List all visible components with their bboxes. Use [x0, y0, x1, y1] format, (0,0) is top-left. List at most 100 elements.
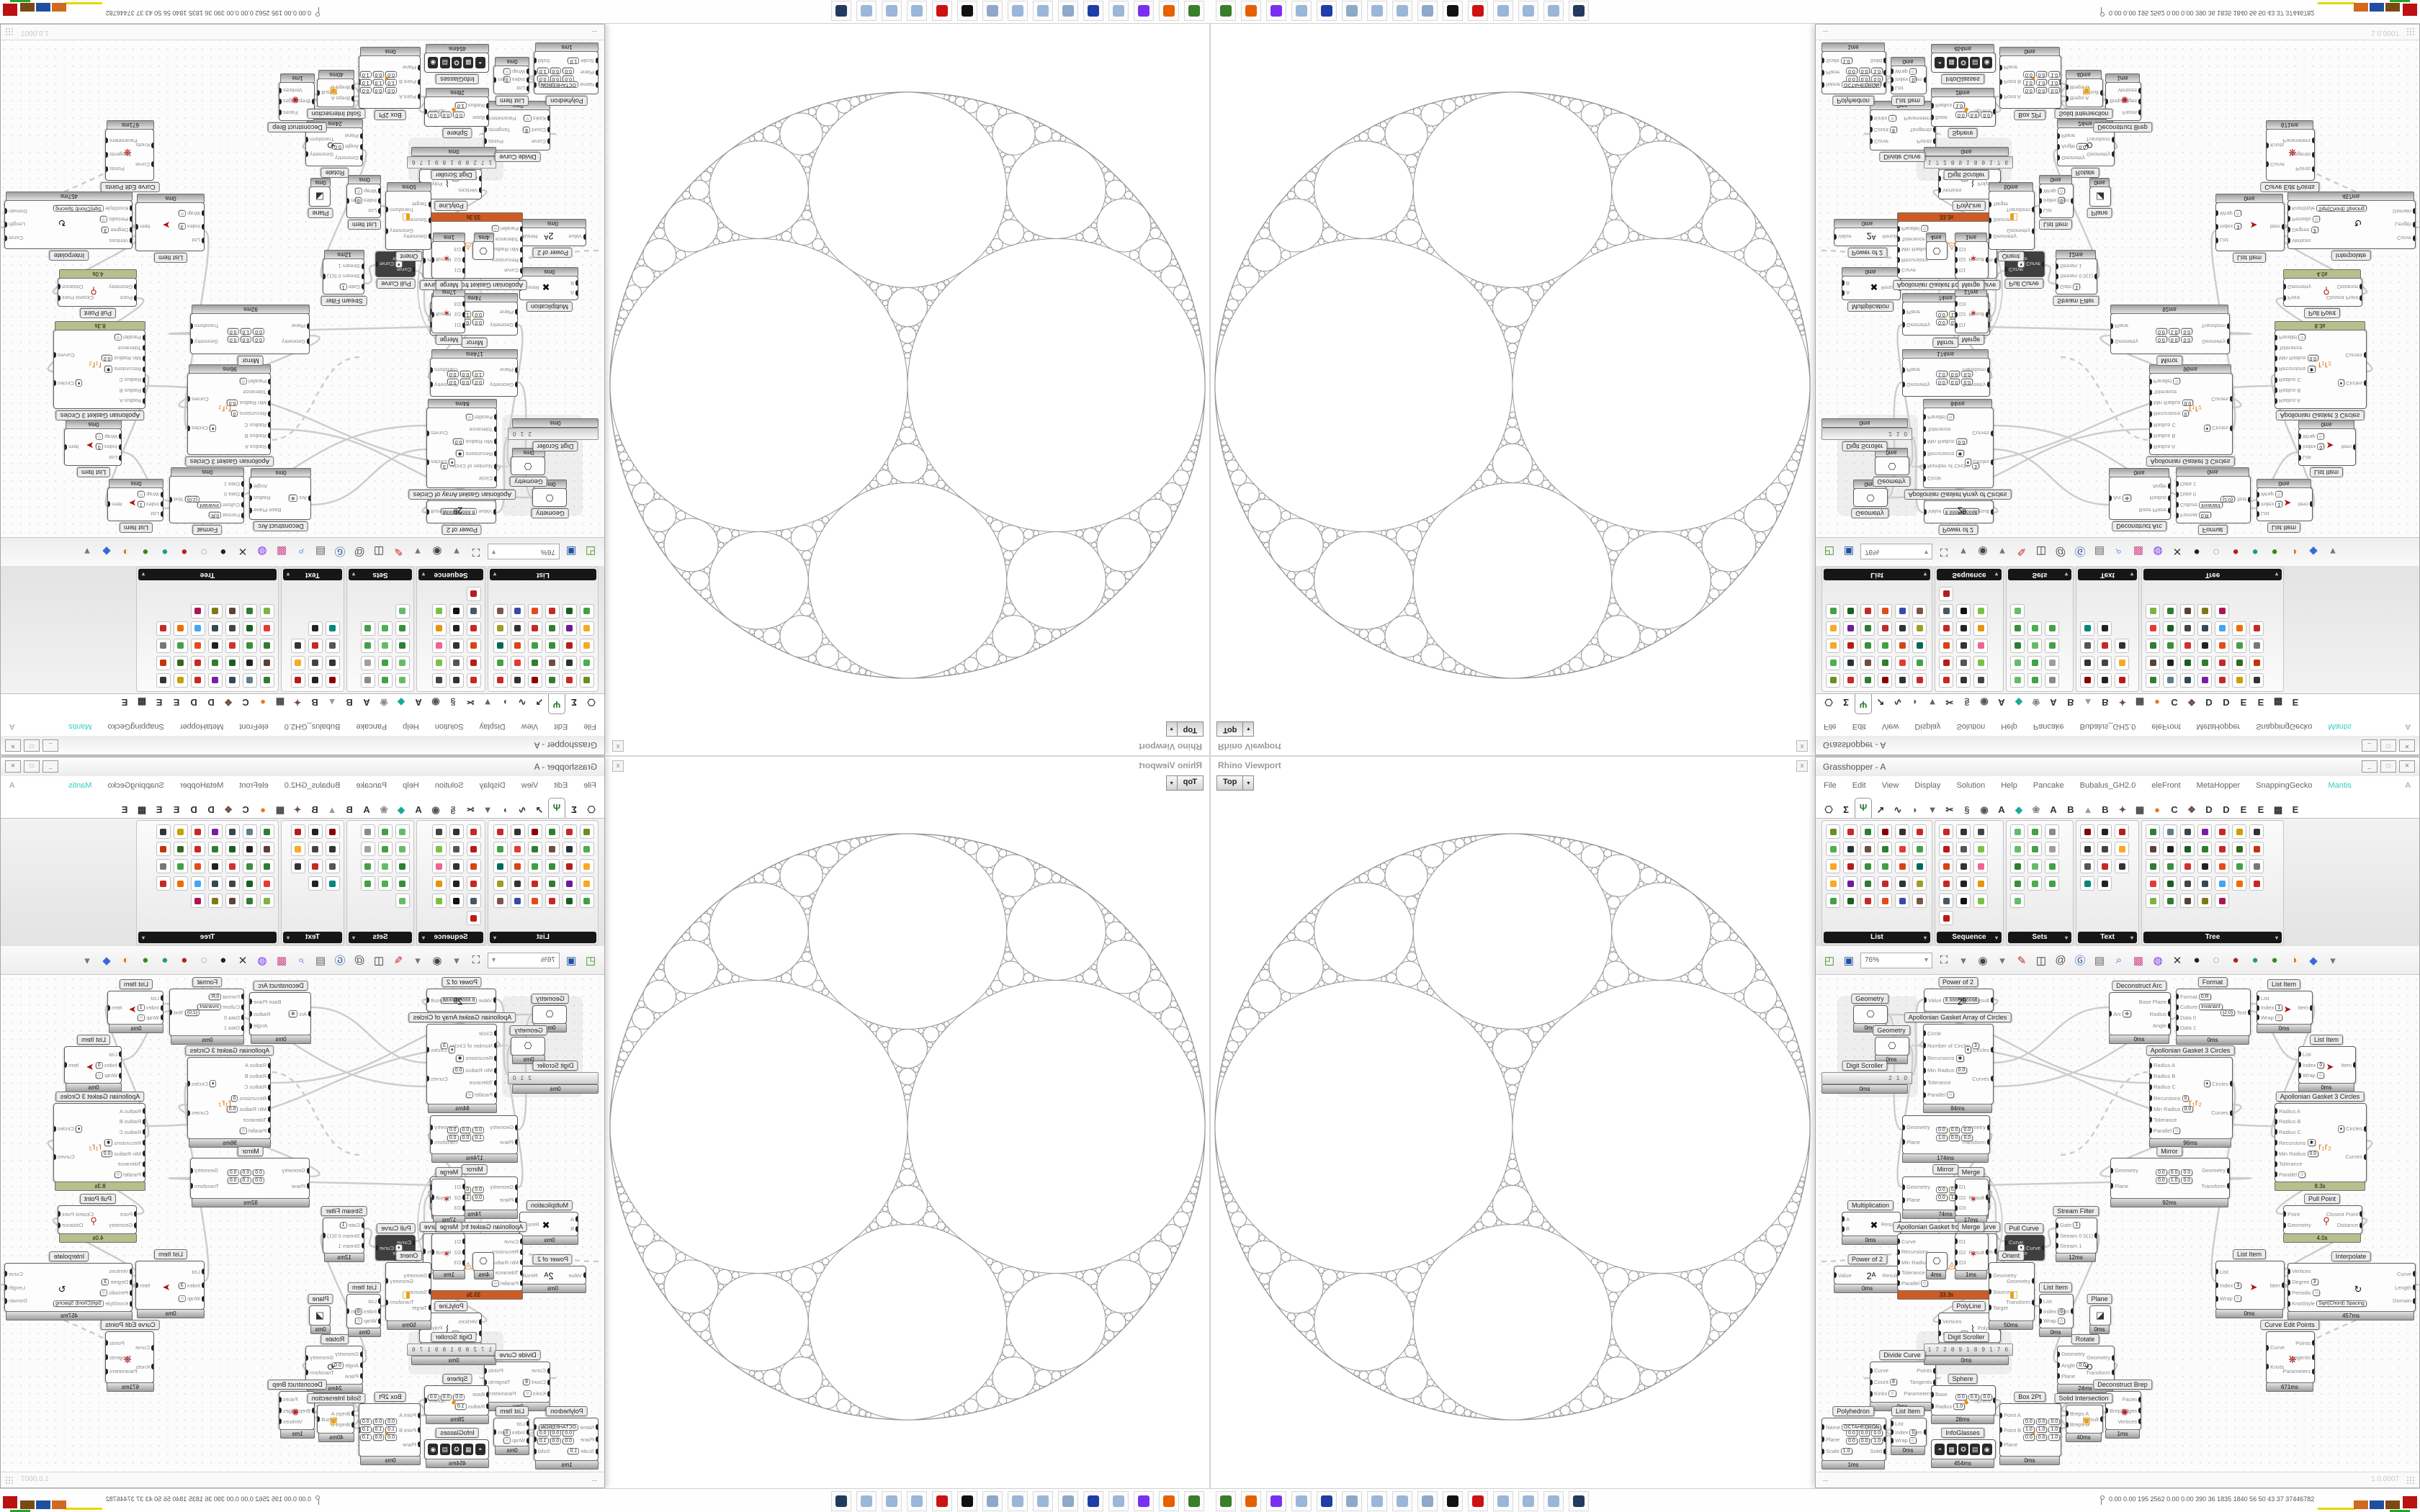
component-icon[interactable]	[2010, 673, 2025, 688]
output-port[interactable]: Item	[65, 444, 79, 451]
component-icon[interactable]	[493, 842, 508, 856]
palette-caption[interactable]: Sequence ▾	[418, 932, 483, 943]
output-port[interactable]: Item	[108, 1004, 122, 1011]
taskbar-app-icon[interactable]	[1241, 1491, 1261, 1511]
component-icon[interactable]	[2027, 673, 2042, 688]
component-icon[interactable]	[2045, 876, 2059, 891]
value-chip[interactable]: ○	[178, 210, 187, 217]
input-port[interactable]: Index 0	[95, 444, 121, 451]
component-icon[interactable]	[326, 639, 340, 653]
component-icon[interactable]	[2010, 842, 2025, 856]
component-icon[interactable]	[432, 859, 447, 873]
input-port[interactable]: Radius B	[2150, 433, 2175, 439]
input-port[interactable]: Geometry	[1903, 382, 1930, 388]
component-icon[interactable]	[191, 673, 205, 688]
value-chip[interactable]: 0.0	[563, 1430, 574, 1436]
category-tab[interactable]: ◉	[1980, 804, 1989, 815]
component-icon[interactable]	[260, 656, 274, 670]
component-icon[interactable]	[174, 639, 188, 653]
component-icon[interactable]	[2249, 824, 2264, 839]
component-icon[interactable]	[1878, 621, 1892, 636]
component-icon[interactable]	[449, 859, 464, 873]
input-port[interactable]: Value 8.6666666666	[1924, 996, 1980, 1004]
gh-component[interactable]: Format 0;R Culture invariant Data 0 Data 1 {2;…	[169, 476, 244, 523]
output-port[interactable]: Item	[1912, 77, 1926, 84]
gh-component[interactable]: ⎔	[511, 1037, 545, 1056]
value-chip[interactable]: ○	[239, 1127, 247, 1134]
output-port[interactable]: Base Plane	[2139, 507, 2170, 513]
menu-item-snappinggecko[interactable]: SnappingGecko	[107, 781, 164, 790]
output-port[interactable]: Faces	[2123, 1396, 2141, 1403]
gift-icon[interactable]: ▩	[2133, 954, 2144, 967]
input-port[interactable]: List	[109, 454, 121, 461]
component-icon[interactable]	[467, 673, 481, 688]
category-tab[interactable]: D	[2205, 804, 2213, 815]
input-port[interactable]: Data 1	[2177, 1025, 2196, 1031]
input-port[interactable]: Recursions 0	[230, 410, 270, 418]
viewport-close-button[interactable]: x	[1796, 760, 1808, 772]
component-icon[interactable]	[1860, 876, 1875, 891]
input-port[interactable]: Gate 1	[339, 1222, 364, 1229]
gh-component[interactable]: List Index 0 Wrap ○ Item	[1891, 1418, 1927, 1446]
component-icon[interactable]	[1939, 639, 1953, 653]
value-chip[interactable]: 0.0	[460, 371, 472, 377]
value-chip[interactable]: 0.0	[1858, 76, 1870, 82]
component-icon[interactable]	[361, 859, 375, 873]
value-chip[interactable]: 0	[2317, 444, 2325, 451]
gh-component[interactable]: Value 8.6666666666 Result 2ᴮ	[426, 989, 496, 1012]
component-icon[interactable]	[1843, 604, 1857, 618]
input-port[interactable]: Base	[1932, 1391, 1948, 1398]
value-chip[interactable]: ✱	[2307, 1139, 2316, 1146]
input-port[interactable]: Recursions	[491, 1248, 522, 1255]
component-icon[interactable]	[528, 639, 542, 653]
value-chip[interactable]: 0.0	[1846, 68, 1857, 74]
component-icon[interactable]	[493, 639, 508, 653]
component-icon[interactable]	[2180, 859, 2195, 873]
input-port[interactable]: Recursions ✱	[455, 450, 496, 458]
quality-half-icon[interactable]: ◑	[122, 546, 130, 558]
component-icon[interactable]	[243, 859, 257, 873]
component-icon[interactable]	[326, 859, 340, 873]
component-icon[interactable]	[493, 894, 508, 908]
component-icon[interactable]	[1860, 604, 1875, 618]
input-port[interactable]: Geometry	[2058, 155, 2085, 161]
output-port[interactable]: Geometry	[2007, 1278, 2034, 1284]
gem-icon[interactable]: ◆	[2309, 954, 2318, 967]
input-port[interactable]: Tolerance	[2150, 1117, 2177, 1123]
output-port[interactable]: Item	[2298, 501, 2312, 508]
minimize-button[interactable]: _	[42, 760, 58, 773]
output-port[interactable]: S(1)	[2083, 1233, 2097, 1239]
input-port[interactable]: Radius C	[2150, 422, 2176, 428]
value-chip[interactable]: 0.0	[227, 328, 239, 335]
value-chip[interactable]: Sqrt(Chord) Spacing	[53, 205, 104, 212]
component-icon[interactable]	[1878, 639, 1892, 653]
category-tab[interactable]: ⎔	[1824, 697, 1833, 708]
value-chip[interactable]: ○	[137, 1014, 145, 1021]
gem-icon[interactable]: ◆	[102, 954, 111, 967]
gh-component[interactable]: List Index 1 Wrap ○ Item ➤	[2257, 487, 2313, 521]
value-chip[interactable]: Sqrt(Chord) Spacing	[53, 1300, 104, 1307]
value-chip[interactable]: ✱	[2307, 366, 2316, 373]
menu-item-edit[interactable]: Edit	[554, 781, 568, 790]
gh-component[interactable]: Geometry Source Target Geometry Transform ◧	[1989, 191, 2035, 250]
component-icon[interactable]	[156, 876, 171, 891]
value-chip[interactable]: 1.0	[359, 79, 372, 86]
input-port[interactable]: D3	[454, 246, 465, 253]
input-port[interactable]: Radius A	[2275, 398, 2300, 405]
component-icon[interactable]	[2232, 842, 2246, 856]
input-port[interactable]: Index 1	[137, 1004, 163, 1011]
component-icon[interactable]	[1956, 673, 1971, 688]
value-chip[interactable]: 0;R	[209, 512, 222, 519]
value-chip[interactable]: invariant	[2199, 501, 2223, 508]
value-chip[interactable]: 0	[230, 1094, 238, 1102]
component-icon[interactable]	[1912, 842, 1927, 856]
gh-component[interactable]: D1 D2 D3 Result ✶	[431, 241, 465, 279]
component-icon[interactable]	[545, 876, 560, 891]
gh-component[interactable]: Curve Count 8 Kinks ○ Points Tangents Parameter…	[484, 1362, 550, 1403]
category-tab[interactable]: ✂	[1945, 697, 1954, 708]
gha-icon[interactable]: Ⓖ	[2074, 545, 2086, 557]
value-chip[interactable]: 0.0	[2181, 336, 2193, 343]
component-icon[interactable]	[2249, 876, 2264, 891]
component-icon[interactable]	[1973, 824, 1988, 839]
